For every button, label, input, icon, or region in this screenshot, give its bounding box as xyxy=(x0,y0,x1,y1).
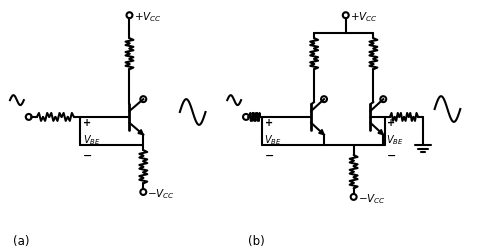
Text: $V_{BE}$: $V_{BE}$ xyxy=(83,132,101,146)
Text: $- V_{CC}$: $- V_{CC}$ xyxy=(147,186,175,200)
Polygon shape xyxy=(378,130,383,135)
Text: +: + xyxy=(83,118,91,127)
Text: (b): (b) xyxy=(248,234,265,247)
Text: $+ V_{CC}$: $+ V_{CC}$ xyxy=(350,10,378,24)
Text: +: + xyxy=(387,118,395,127)
Text: +: + xyxy=(265,118,273,127)
Text: $V_{BE}$: $V_{BE}$ xyxy=(264,132,282,146)
Text: −: − xyxy=(265,150,274,160)
Text: (a): (a) xyxy=(13,234,30,247)
Text: $+ V_{CC}$: $+ V_{CC}$ xyxy=(135,10,162,24)
Polygon shape xyxy=(138,130,143,135)
Text: −: − xyxy=(83,150,92,160)
Text: −: − xyxy=(387,150,396,160)
Text: $- V_{CC}$: $- V_{CC}$ xyxy=(357,191,386,205)
Polygon shape xyxy=(318,130,324,135)
Text: $V_{BE}$: $V_{BE}$ xyxy=(386,132,404,146)
